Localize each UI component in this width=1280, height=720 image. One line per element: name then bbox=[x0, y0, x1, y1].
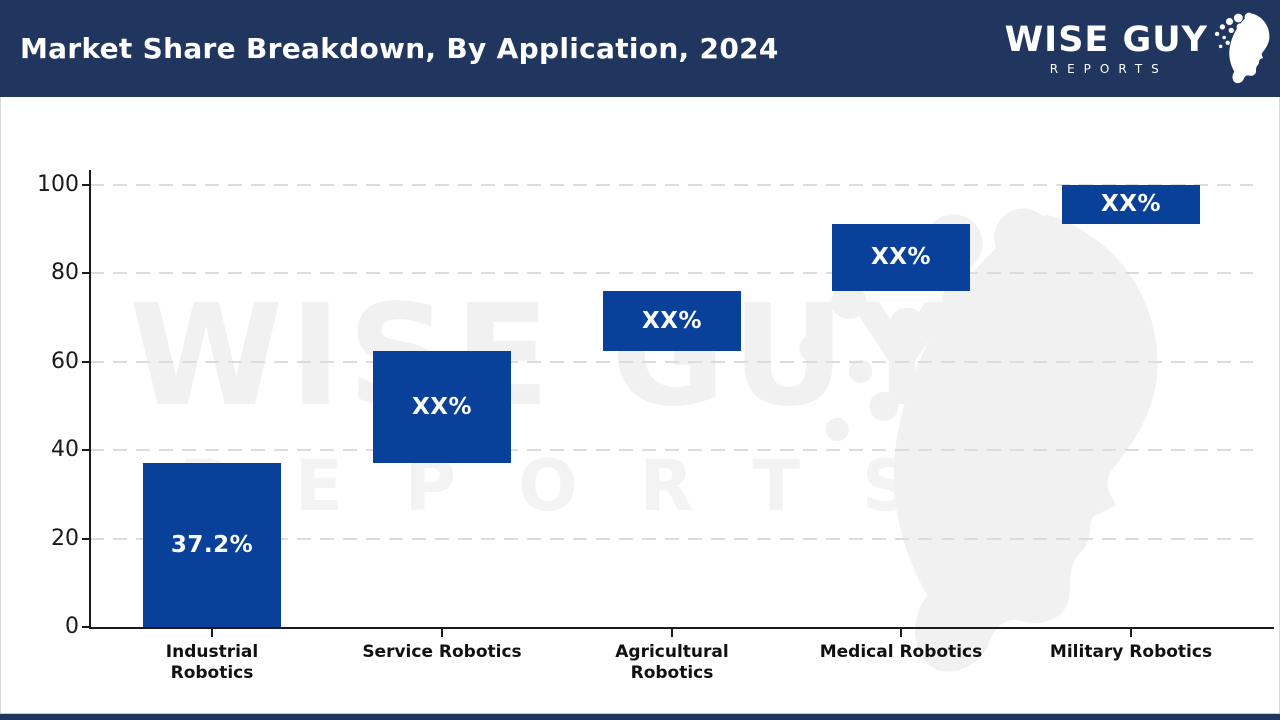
watermark-reports-text: REPORTS bbox=[179, 445, 975, 527]
y-gridline bbox=[90, 449, 1253, 452]
watermark-brand-text: WISE GUY bbox=[129, 275, 959, 438]
x-tick-mark bbox=[1130, 629, 1132, 637]
header-bar: Market Share Breakdown, By Application, … bbox=[0, 0, 1280, 97]
y-tick-label: 40 bbox=[51, 437, 79, 463]
x-category-label: Medical Robotics bbox=[781, 642, 1021, 663]
x-category-label-line: Medical Robotics bbox=[819, 642, 983, 662]
bar-value-label: XX% bbox=[1100, 191, 1161, 218]
bar-value-label: XX% bbox=[411, 393, 472, 420]
footer-bar bbox=[0, 713, 1280, 720]
x-category-label-line: Agricultural bbox=[615, 642, 729, 662]
y-axis-line bbox=[89, 170, 91, 629]
x-tick-mark bbox=[441, 629, 443, 637]
x-tick-mark bbox=[900, 629, 902, 637]
brand-name: WISE GUY bbox=[1004, 20, 1208, 60]
brand-logo: WISE GUY REPORTS bbox=[1005, 4, 1272, 94]
x-category-label-line: Industrial bbox=[165, 642, 259, 662]
bar-military-robotics: XX% bbox=[1062, 185, 1200, 224]
y-tick-mark bbox=[82, 449, 90, 452]
y-tick-label: 0 bbox=[65, 614, 79, 639]
y-tick-mark bbox=[82, 184, 90, 186]
x-category-label: Agricultural Robotics bbox=[552, 642, 792, 684]
y-tick-label: 80 bbox=[51, 260, 79, 286]
x-category-label: Industrial Robotics bbox=[92, 642, 332, 684]
y-gridline bbox=[90, 272, 1253, 275]
chart-area: WISE GUY REPORTS 0 20 40 60 80 100 37.2% XX% XX%… bbox=[0, 97, 1280, 713]
y-gridline bbox=[90, 360, 1253, 363]
y-tick-mark bbox=[82, 272, 90, 275]
bar-value-label: 37.2% bbox=[170, 531, 254, 558]
bar-medical-robotics: XX% bbox=[832, 223, 970, 292]
bar-value-label: XX% bbox=[870, 244, 931, 271]
page-title: Market Share Breakdown, By Application, … bbox=[20, 32, 779, 65]
y-tick-label: 20 bbox=[51, 525, 79, 551]
y-tick-label: 100 bbox=[37, 172, 79, 197]
bar-industrial-robotics: 37.2% bbox=[143, 462, 281, 627]
x-axis-line bbox=[89, 627, 1274, 629]
x-tick-mark bbox=[211, 629, 213, 637]
x-category-label-line: Military Robotics bbox=[1049, 642, 1213, 662]
x-category-label: Service Robotics bbox=[322, 642, 562, 663]
bar-service-robotics: XX% bbox=[373, 351, 511, 463]
y-tick-label: 60 bbox=[51, 348, 79, 374]
x-category-label: Military Robotics bbox=[1011, 642, 1251, 663]
x-category-label-line: Robotics bbox=[170, 663, 254, 683]
y-tick-mark bbox=[82, 537, 90, 540]
y-tick-mark bbox=[82, 626, 90, 628]
y-gridline bbox=[90, 537, 1253, 540]
bar-agricultural-robotics: XX% bbox=[603, 291, 741, 352]
y-gridline bbox=[90, 184, 1253, 186]
x-category-label-line: Robotics bbox=[630, 663, 714, 683]
x-tick-mark bbox=[671, 629, 673, 637]
y-tick-mark bbox=[82, 360, 90, 363]
x-category-label-line: Service Robotics bbox=[362, 642, 522, 662]
head-profile-icon bbox=[1214, 12, 1270, 84]
brand-subtitle: REPORTS bbox=[1049, 62, 1168, 76]
bar-value-label: XX% bbox=[641, 308, 702, 335]
brand-logo-text: WISE GUY REPORTS bbox=[1004, 20, 1208, 76]
